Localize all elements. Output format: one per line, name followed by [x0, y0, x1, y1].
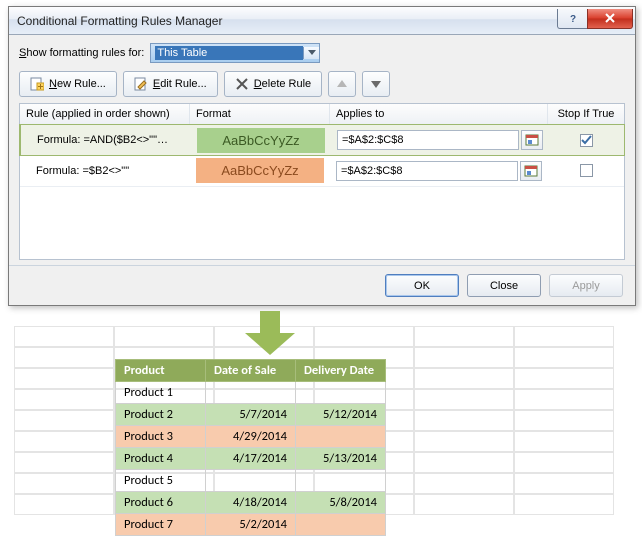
edit-rule-label: Edit Rule...	[153, 78, 207, 90]
scope-row: Show formatting rules for: This Table	[19, 43, 625, 63]
delete-rule-icon	[235, 77, 249, 91]
help-icon: ?	[568, 13, 578, 23]
rule-format-sample: AaBbCcYyZz	[191, 125, 331, 155]
col-format: Format	[190, 104, 330, 124]
close-icon	[604, 13, 616, 23]
table-row: Product 1	[116, 382, 386, 404]
new-rule-label: New Rule...	[49, 78, 106, 90]
scope-combo-value: This Table	[155, 46, 303, 60]
new-rule-button[interactable]: New Rule...	[19, 71, 117, 97]
arrow-up-icon	[337, 80, 347, 88]
result-table: ProductDate of SaleDelivery DateProduct …	[115, 359, 386, 536]
apply-button[interactable]: Apply	[549, 274, 623, 297]
range-picker-button[interactable]	[520, 161, 542, 181]
range-picker-button[interactable]	[521, 130, 543, 150]
col-applies: Applies to	[330, 104, 548, 124]
dialog-titlebar: Conditional Formatting Rules Manager ?	[9, 7, 635, 35]
range-picker-icon	[525, 134, 539, 146]
applies-to-input[interactable]	[336, 161, 518, 181]
rules-grid-body: Formula: =AND($B2<>""…AaBbCcYyZzFormula:…	[20, 124, 624, 187]
delete-rule-button[interactable]: Delete Rule	[224, 71, 323, 97]
move-up-button[interactable]	[328, 71, 356, 97]
help-button[interactable]: ?	[557, 9, 587, 29]
rule-stop	[549, 125, 624, 155]
col-rule: Rule (applied in order shown)	[20, 104, 190, 124]
arrow-down-icon	[371, 80, 381, 88]
range-picker-icon	[524, 165, 538, 177]
new-rule-icon	[30, 77, 44, 91]
table-row: Product 34/29/2014	[116, 426, 386, 448]
rule-applies	[331, 125, 549, 155]
cf-rules-manager-dialog: Conditional Formatting Rules Manager ? S…	[8, 6, 636, 306]
applies-to-input[interactable]	[337, 130, 519, 150]
svg-text:?: ?	[570, 14, 576, 23]
table-row: Product 44/17/20145/13/2014	[116, 448, 386, 470]
move-down-button[interactable]	[362, 71, 390, 97]
table-row: Product 75/2/2014	[116, 514, 386, 536]
scope-combo[interactable]: This Table	[150, 43, 320, 63]
dialog-title: Conditional Formatting Rules Manager	[17, 14, 557, 28]
ok-button[interactable]: OK	[385, 274, 459, 297]
stop-if-true-checkbox[interactable]	[580, 164, 593, 177]
close-button[interactable]	[587, 9, 633, 29]
delete-rule-label: Delete Rule	[254, 78, 312, 90]
edit-rule-button[interactable]: Edit Rule...	[123, 71, 218, 97]
rule-format-sample: AaBbCcYyZz	[190, 155, 330, 186]
table-row: Product 5	[116, 470, 386, 492]
rules-grid-empty	[20, 187, 624, 259]
edit-rule-icon	[134, 77, 148, 91]
rule-row[interactable]: Formula: =AND($B2<>""…AaBbCcYyZz	[19, 124, 625, 156]
close-dialog-button[interactable]: Close	[467, 274, 541, 297]
chevron-down-icon	[303, 47, 319, 59]
table-row: Product 25/7/20145/12/2014	[116, 404, 386, 426]
window-buttons: ?	[557, 9, 633, 29]
stop-if-true-checkbox[interactable]	[580, 134, 593, 147]
rule-formula: Formula: =$B2<>""	[20, 155, 190, 186]
col-stop: Stop If True	[548, 104, 624, 124]
rules-grid-header: Rule (applied in order shown) Format App…	[20, 104, 624, 125]
dialog-body: Show formatting rules for: This Table Ne…	[9, 35, 635, 268]
scope-label: Show formatting rules for:	[19, 47, 144, 59]
rule-row[interactable]: Formula: =$B2<>""AaBbCcYyZz	[20, 155, 624, 187]
dialog-footer: OK Close Apply	[9, 265, 635, 305]
result-arrow-icon	[245, 311, 295, 355]
rule-applies	[330, 155, 548, 186]
table-row: Product 64/18/20145/8/2014	[116, 492, 386, 514]
rule-stop	[548, 155, 624, 186]
rule-formula: Formula: =AND($B2<>""…	[21, 125, 191, 155]
rules-grid: Rule (applied in order shown) Format App…	[19, 103, 625, 260]
rules-toolbar: New Rule... Edit Rule... Delete Rule	[19, 71, 625, 97]
